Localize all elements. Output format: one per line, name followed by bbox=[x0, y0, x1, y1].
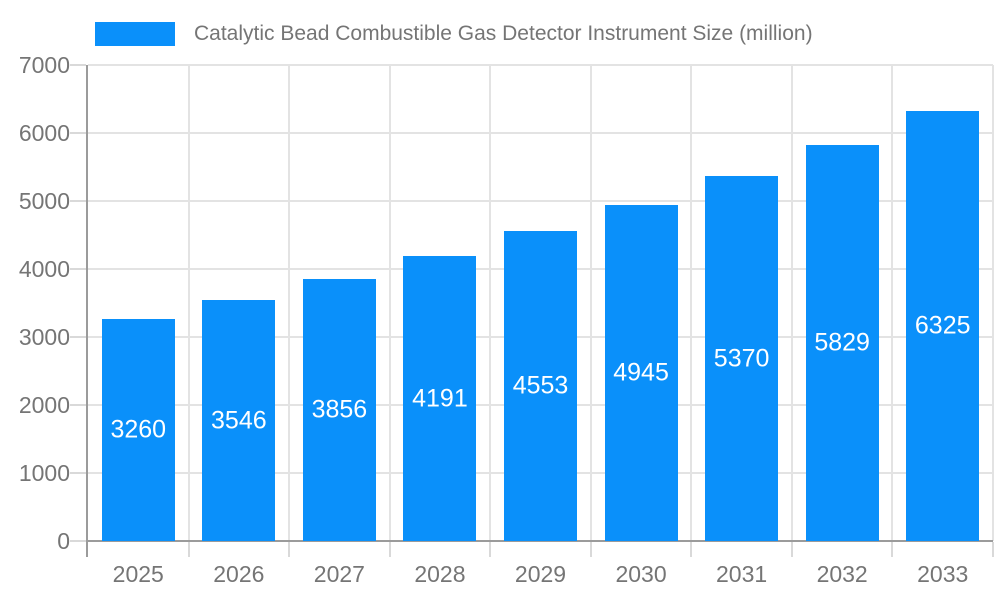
x-tick-label: 2026 bbox=[213, 561, 265, 587]
bar: 4553 bbox=[504, 231, 577, 541]
y-tick-label: 3000 bbox=[18, 324, 70, 350]
x-axis-tick bbox=[187, 542, 190, 557]
x-tick-label: 2025 bbox=[112, 561, 164, 587]
bar-value-label: 3260 bbox=[110, 415, 167, 444]
bar-value-label: 4945 bbox=[613, 358, 669, 387]
y-axis-tick bbox=[70, 540, 86, 542]
y-tick-label: 4000 bbox=[18, 256, 70, 282]
legend-label: Catalytic Bead Combustible Gas Detector … bbox=[194, 22, 813, 45]
bar-value-label: 6325 bbox=[914, 311, 971, 340]
y-axis-tick bbox=[70, 64, 86, 66]
y-axis-tick bbox=[70, 404, 86, 406]
grid-line-vertical bbox=[187, 65, 190, 541]
x-axis-tick bbox=[288, 542, 291, 557]
grid-line-horizontal bbox=[88, 132, 993, 134]
bar-value-label: 4191 bbox=[412, 384, 468, 412]
grid-line-vertical bbox=[489, 65, 492, 541]
bar-value-label: 3856 bbox=[311, 395, 368, 424]
x-tick-label: 2030 bbox=[615, 561, 667, 587]
y-axis-tick bbox=[70, 336, 86, 338]
y-axis-tick bbox=[70, 132, 86, 134]
bar: 4191 bbox=[403, 256, 477, 541]
bar: 3856 bbox=[302, 279, 376, 541]
x-axis-tick bbox=[489, 542, 492, 557]
y-tick-label: 0 bbox=[57, 528, 70, 554]
legend: Catalytic Bead Combustible Gas Detector … bbox=[95, 20, 813, 48]
y-tick-label: 5000 bbox=[18, 188, 70, 214]
y-tick-label: 1000 bbox=[18, 460, 70, 486]
y-axis-tick bbox=[70, 472, 86, 474]
bar: 5829 bbox=[805, 145, 879, 541]
y-tick-label: 2000 bbox=[18, 392, 70, 418]
grid-line-vertical bbox=[790, 65, 793, 541]
x-tick-label: 2027 bbox=[313, 561, 365, 587]
x-tick-label: 2032 bbox=[816, 561, 868, 587]
y-axis-line bbox=[86, 65, 88, 557]
x-tick-label: 2033 bbox=[917, 561, 969, 587]
y-tick-label: 6000 bbox=[18, 120, 70, 146]
x-tick-label: 2028 bbox=[414, 561, 466, 587]
bar: 5370 bbox=[705, 176, 779, 541]
bar: 6325 bbox=[906, 111, 980, 541]
grid-line-vertical bbox=[992, 65, 994, 541]
x-axis-tick bbox=[992, 542, 994, 557]
y-tick-label: 7000 bbox=[18, 52, 70, 78]
x-tick-label: 2029 bbox=[514, 561, 567, 587]
x-axis-line bbox=[88, 540, 993, 542]
grid-line-horizontal bbox=[88, 200, 993, 202]
x-axis-tick bbox=[589, 542, 592, 557]
grid-line-horizontal bbox=[88, 64, 993, 66]
bar: 3260 bbox=[101, 319, 175, 541]
x-axis-tick bbox=[891, 542, 894, 557]
bar-value-label: 5829 bbox=[814, 328, 870, 357]
grid-line-vertical bbox=[388, 65, 391, 541]
x-axis-tick bbox=[690, 542, 693, 557]
grid-line-vertical bbox=[690, 65, 693, 541]
bar-value-label: 4553 bbox=[512, 371, 569, 400]
legend-swatch bbox=[95, 22, 175, 46]
x-axis-tick bbox=[790, 542, 793, 557]
y-axis-tick bbox=[70, 200, 86, 202]
bar: 4945 bbox=[604, 205, 678, 541]
y-axis-tick bbox=[70, 268, 86, 270]
grid-line-vertical bbox=[589, 65, 592, 541]
bar-value-label: 5370 bbox=[713, 344, 770, 372]
grid-line-vertical bbox=[891, 65, 894, 541]
bar-value-label: 3546 bbox=[211, 406, 267, 434]
plot-area: 3260 3546 3856 4191 4553 4945 5370 5829 6325 bbox=[70, 64, 994, 557]
grid-line-vertical bbox=[288, 65, 291, 541]
x-tick-label: 2031 bbox=[716, 561, 768, 587]
x-axis-tick bbox=[388, 542, 391, 557]
bar: 3546 bbox=[202, 300, 276, 541]
